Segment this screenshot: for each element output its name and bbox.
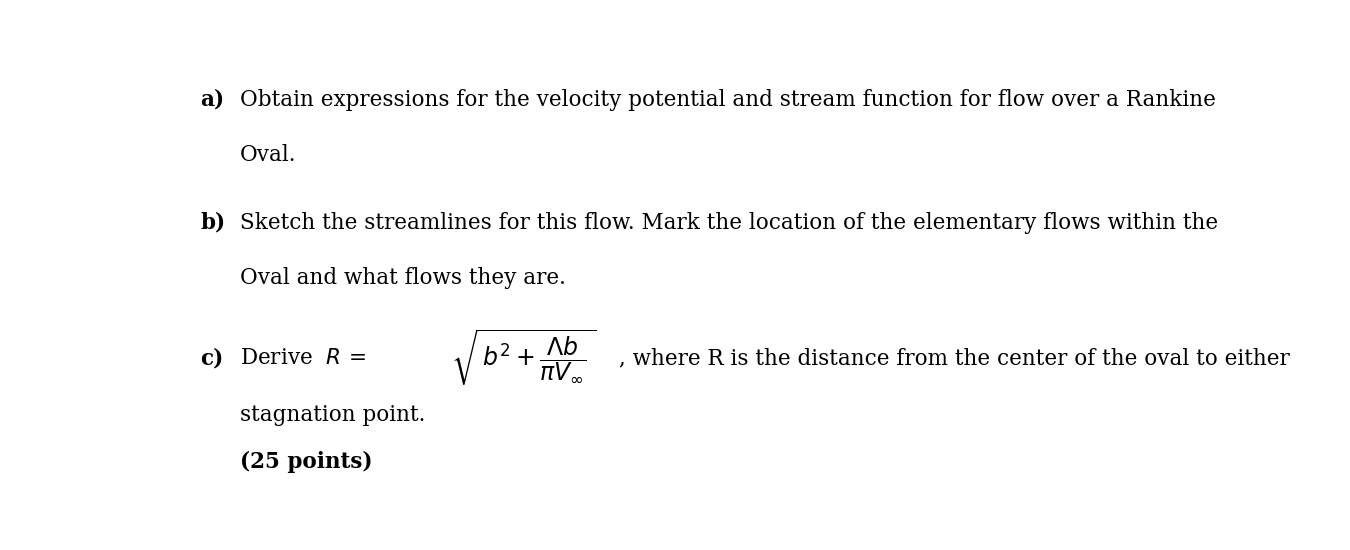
Text: c): c) xyxy=(200,347,223,369)
Text: Oval.: Oval. xyxy=(240,144,297,166)
Text: Obtain expressions for the velocity potential and stream function for flow over : Obtain expressions for the velocity pote… xyxy=(240,89,1216,111)
Text: Sketch the streamlines for this flow. Mark the location of the elementary flows : Sketch the streamlines for this flow. Ma… xyxy=(240,212,1218,234)
Text: , where R is the distance from the center of the oval to either: , where R is the distance from the cente… xyxy=(618,347,1289,369)
Text: stagnation point.: stagnation point. xyxy=(240,404,425,426)
Text: $\sqrt{\,b^2 + \dfrac{\Lambda b}{\pi V_{\infty}}\,}$: $\sqrt{\,b^2 + \dfrac{\Lambda b}{\pi V_{… xyxy=(451,328,597,388)
Text: (25 points): (25 points) xyxy=(240,451,373,473)
Text: Oval and what flows they are.: Oval and what flows they are. xyxy=(240,267,566,289)
Text: b): b) xyxy=(200,212,225,234)
Text: Derive  $R\,=$: Derive $R\,=$ xyxy=(240,347,366,369)
Text: a): a) xyxy=(200,89,224,111)
